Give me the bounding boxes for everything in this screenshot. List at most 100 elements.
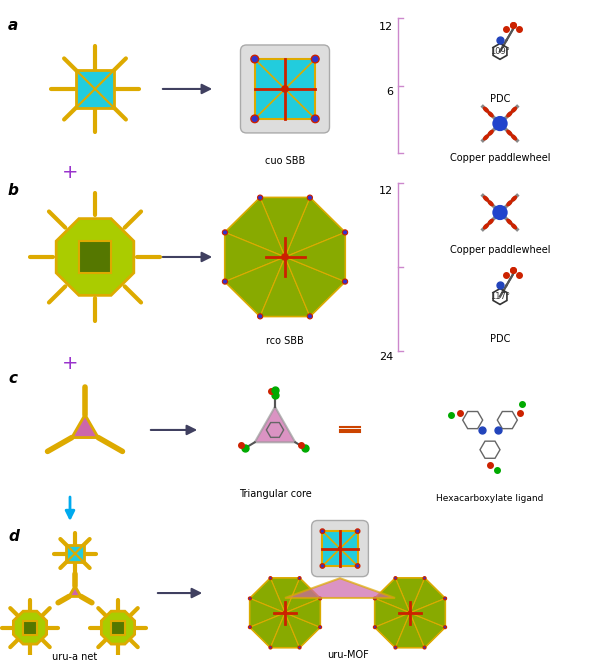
Circle shape bbox=[269, 646, 272, 649]
Polygon shape bbox=[225, 198, 345, 316]
Polygon shape bbox=[225, 257, 285, 316]
Text: 12: 12 bbox=[379, 22, 393, 32]
Polygon shape bbox=[56, 219, 134, 295]
Ellipse shape bbox=[483, 196, 489, 202]
Polygon shape bbox=[101, 611, 134, 644]
Ellipse shape bbox=[488, 111, 494, 117]
Circle shape bbox=[298, 646, 301, 649]
Text: 12: 12 bbox=[379, 186, 393, 196]
Circle shape bbox=[373, 597, 376, 600]
Polygon shape bbox=[395, 613, 425, 648]
Text: cuo SBB: cuo SBB bbox=[265, 156, 305, 166]
Polygon shape bbox=[225, 233, 285, 282]
Ellipse shape bbox=[506, 219, 512, 225]
Circle shape bbox=[343, 230, 347, 235]
Text: PDC: PDC bbox=[490, 94, 510, 104]
Circle shape bbox=[251, 55, 259, 63]
Polygon shape bbox=[250, 578, 285, 613]
Ellipse shape bbox=[511, 223, 517, 229]
Circle shape bbox=[223, 230, 227, 235]
Circle shape bbox=[394, 577, 397, 579]
Circle shape bbox=[320, 564, 325, 568]
Polygon shape bbox=[66, 544, 84, 562]
Circle shape bbox=[373, 626, 376, 629]
Ellipse shape bbox=[488, 130, 494, 136]
Circle shape bbox=[355, 529, 360, 533]
Text: a: a bbox=[8, 18, 18, 32]
Polygon shape bbox=[375, 599, 410, 627]
Ellipse shape bbox=[511, 135, 517, 141]
Circle shape bbox=[248, 597, 251, 600]
Text: uru-MOF: uru-MOF bbox=[327, 650, 369, 660]
Ellipse shape bbox=[511, 107, 517, 113]
Ellipse shape bbox=[483, 223, 489, 229]
Polygon shape bbox=[322, 531, 358, 566]
Polygon shape bbox=[410, 613, 445, 648]
Circle shape bbox=[423, 577, 426, 579]
Text: PDC: PDC bbox=[490, 334, 510, 344]
Polygon shape bbox=[111, 621, 125, 634]
Circle shape bbox=[248, 626, 251, 629]
Circle shape bbox=[281, 85, 289, 93]
Ellipse shape bbox=[488, 200, 494, 206]
Polygon shape bbox=[260, 257, 310, 316]
Circle shape bbox=[319, 597, 322, 600]
Polygon shape bbox=[375, 578, 410, 613]
Text: b: b bbox=[8, 183, 19, 198]
Polygon shape bbox=[285, 599, 320, 627]
Polygon shape bbox=[250, 578, 320, 648]
FancyBboxPatch shape bbox=[241, 45, 329, 133]
Text: Copper paddlewheel: Copper paddlewheel bbox=[450, 153, 550, 163]
Circle shape bbox=[281, 253, 289, 261]
Circle shape bbox=[408, 611, 412, 615]
Polygon shape bbox=[250, 599, 285, 627]
Text: 117°: 117° bbox=[490, 292, 510, 301]
Text: c: c bbox=[8, 371, 17, 386]
Circle shape bbox=[307, 314, 313, 319]
Text: 24: 24 bbox=[379, 352, 393, 362]
Circle shape bbox=[298, 577, 301, 579]
Polygon shape bbox=[76, 70, 114, 107]
Circle shape bbox=[311, 55, 319, 63]
Ellipse shape bbox=[488, 219, 494, 225]
Polygon shape bbox=[285, 613, 320, 648]
Polygon shape bbox=[225, 198, 285, 257]
Text: uru-a net: uru-a net bbox=[52, 652, 98, 662]
Polygon shape bbox=[410, 578, 445, 613]
Circle shape bbox=[251, 115, 259, 123]
Text: +: + bbox=[62, 164, 78, 182]
Circle shape bbox=[269, 577, 272, 579]
Polygon shape bbox=[255, 407, 295, 442]
Circle shape bbox=[257, 195, 263, 200]
Text: Triangular core: Triangular core bbox=[239, 489, 311, 499]
Polygon shape bbox=[271, 578, 299, 613]
Text: +: + bbox=[62, 354, 78, 373]
Circle shape bbox=[283, 611, 287, 615]
Ellipse shape bbox=[506, 111, 512, 117]
Text: 6: 6 bbox=[386, 87, 393, 97]
Circle shape bbox=[320, 529, 325, 533]
Polygon shape bbox=[285, 257, 345, 316]
Circle shape bbox=[343, 279, 347, 284]
Ellipse shape bbox=[506, 200, 512, 206]
FancyBboxPatch shape bbox=[311, 520, 368, 577]
Polygon shape bbox=[260, 198, 310, 257]
Circle shape bbox=[443, 626, 446, 629]
Polygon shape bbox=[375, 613, 410, 648]
Polygon shape bbox=[255, 59, 315, 119]
Polygon shape bbox=[72, 415, 98, 438]
Polygon shape bbox=[271, 613, 299, 648]
Polygon shape bbox=[250, 613, 285, 648]
Polygon shape bbox=[69, 586, 81, 597]
Text: d: d bbox=[8, 529, 19, 544]
Circle shape bbox=[443, 597, 446, 600]
Circle shape bbox=[223, 279, 227, 284]
Polygon shape bbox=[285, 233, 345, 282]
Polygon shape bbox=[285, 578, 320, 613]
Circle shape bbox=[307, 195, 313, 200]
Polygon shape bbox=[395, 578, 425, 613]
Polygon shape bbox=[13, 611, 47, 644]
Circle shape bbox=[355, 564, 360, 568]
Circle shape bbox=[493, 116, 508, 131]
Circle shape bbox=[493, 205, 508, 220]
